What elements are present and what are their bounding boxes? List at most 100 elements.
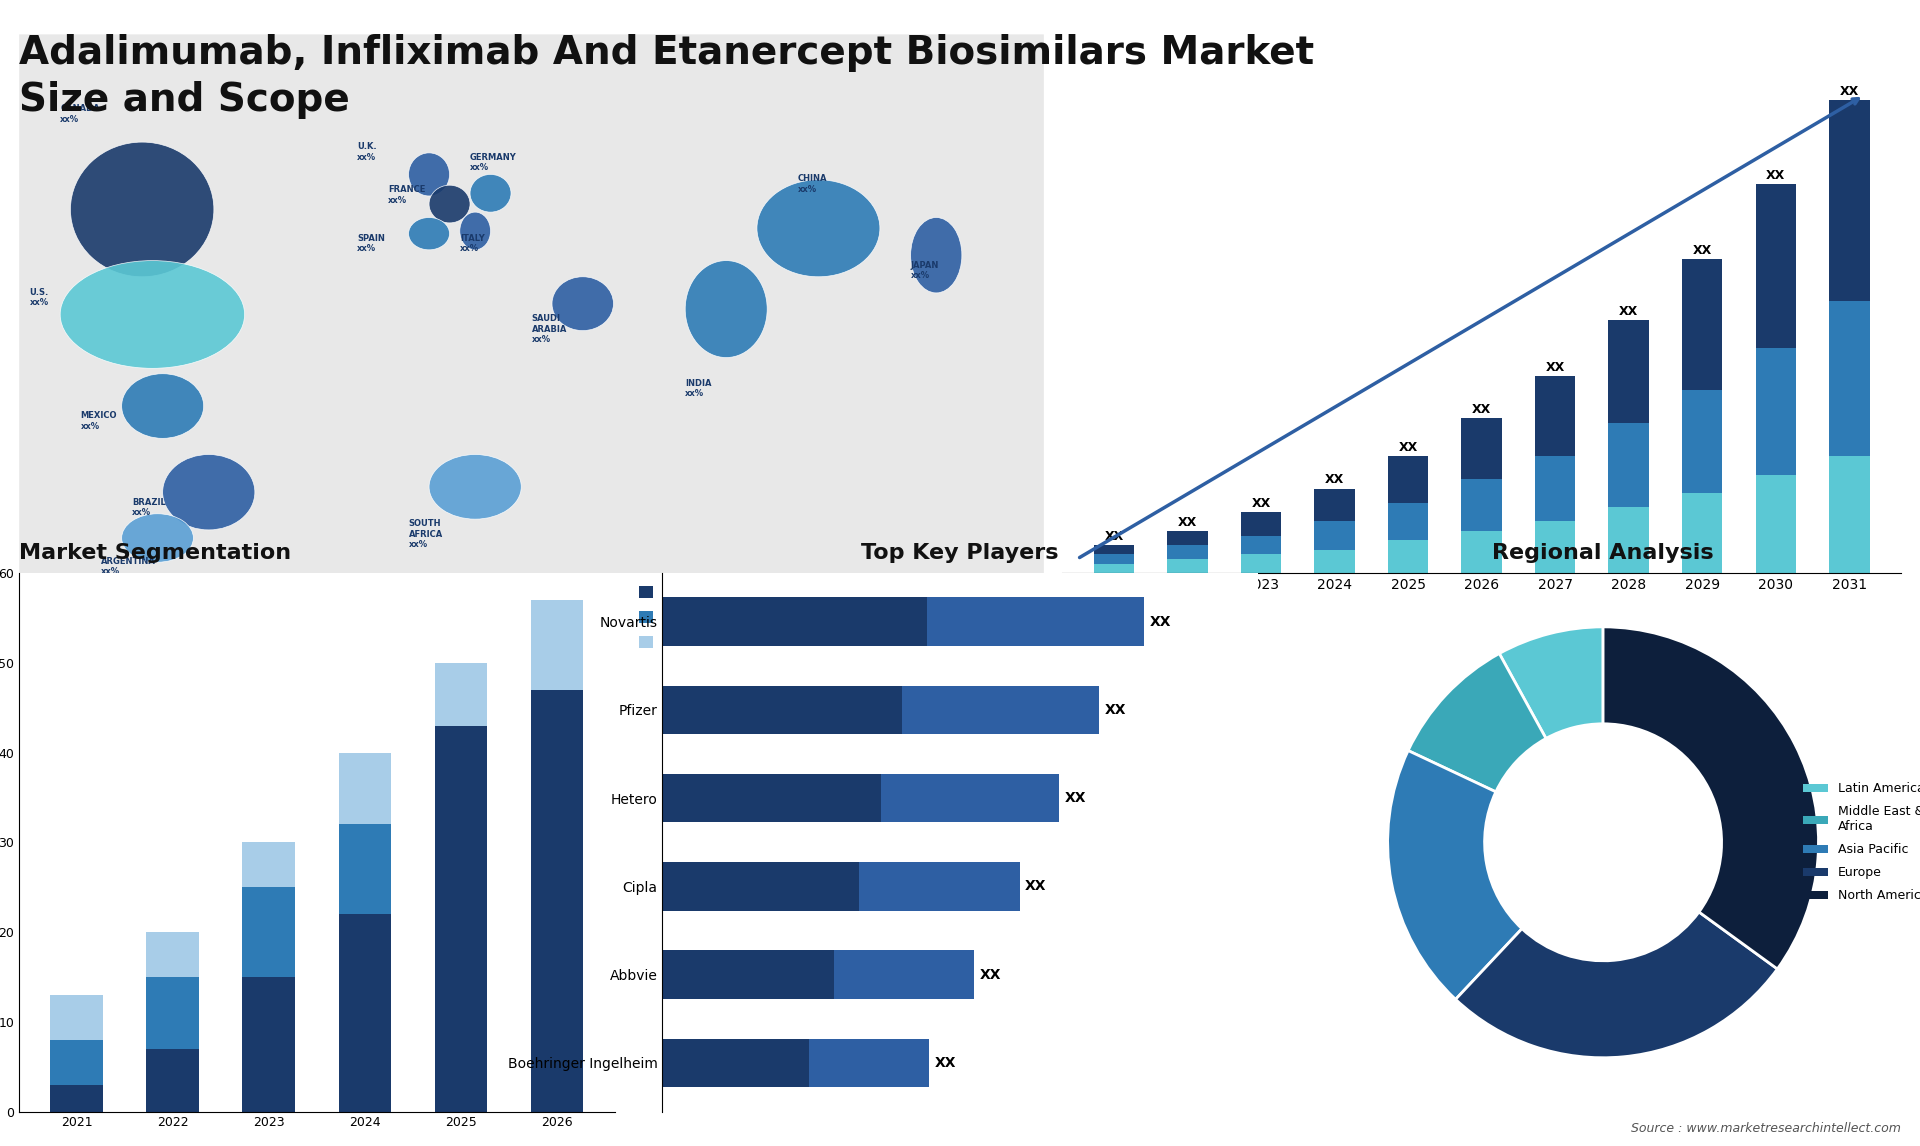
Bar	[50, 1039, 104, 1084]
Text: XX: XX	[1025, 879, 1046, 894]
Bar	[1240, 512, 1281, 535]
Bar	[530, 599, 584, 690]
Legend: Latin America, Middle East &
Africa, Asia Pacific, Europe, North America: Latin America, Middle East & Africa, Asi…	[1797, 777, 1920, 908]
Text: XX: XX	[1398, 440, 1417, 454]
Text: MEXICO
xx%: MEXICO xx%	[81, 411, 117, 431]
Text: XX: XX	[1104, 529, 1123, 542]
Bar	[1094, 555, 1135, 564]
Text: XX: XX	[1104, 702, 1127, 717]
Ellipse shape	[459, 212, 490, 250]
Text: XX: XX	[1766, 168, 1786, 182]
Bar	[1388, 456, 1428, 503]
Ellipse shape	[60, 260, 244, 368]
Bar	[1094, 564, 1135, 573]
Bar	[1240, 535, 1281, 555]
Bar	[1167, 559, 1208, 573]
Bar	[1240, 555, 1281, 573]
Bar	[242, 842, 296, 887]
Bar	[1609, 423, 1649, 508]
Bar	[808, 1038, 929, 1088]
Text: Market Segmentation: Market Segmentation	[19, 543, 292, 563]
Bar	[1315, 488, 1356, 521]
Text: FRANCE
xx%: FRANCE xx%	[388, 186, 426, 205]
Bar	[1534, 521, 1576, 573]
Text: ARGENTINA
xx%: ARGENTINA xx%	[102, 557, 156, 576]
Bar	[1388, 503, 1428, 540]
Ellipse shape	[163, 455, 255, 529]
Bar	[1609, 320, 1649, 423]
Text: U.K.
xx%: U.K. xx%	[357, 142, 376, 162]
Bar	[50, 1084, 104, 1112]
Bar	[1167, 544, 1208, 559]
Bar	[338, 753, 392, 824]
Bar	[1461, 531, 1501, 573]
Bar	[1830, 456, 1870, 573]
Text: XX: XX	[1150, 614, 1171, 629]
Text: XX: XX	[1619, 305, 1638, 317]
Title: Top Key Players: Top Key Players	[862, 543, 1058, 563]
Bar	[146, 932, 200, 976]
Bar	[1167, 531, 1208, 544]
Text: XX: XX	[1066, 791, 1087, 806]
Bar	[1830, 301, 1870, 456]
Text: JAPAN
xx%: JAPAN xx%	[910, 260, 939, 280]
Bar	[662, 597, 927, 646]
Bar	[662, 685, 902, 735]
Bar	[1755, 474, 1795, 573]
Bar	[1609, 508, 1649, 573]
Bar	[1682, 259, 1722, 391]
Bar	[434, 662, 488, 725]
Bar	[662, 950, 833, 999]
Bar	[662, 862, 858, 911]
Bar	[338, 915, 392, 1112]
Text: SOUTH
AFRICA
xx%: SOUTH AFRICA xx%	[409, 519, 444, 549]
Text: CANADA
xx%: CANADA xx%	[60, 104, 100, 124]
Text: XX: XX	[1177, 516, 1196, 528]
Text: BRAZIL
xx%: BRAZIL xx%	[132, 497, 165, 517]
Bar	[1388, 540, 1428, 573]
Text: XX: XX	[1693, 244, 1713, 257]
Text: XX: XX	[979, 967, 1002, 982]
Ellipse shape	[756, 180, 879, 277]
Ellipse shape	[553, 277, 614, 331]
Text: GERMANY
xx%: GERMANY xx%	[470, 152, 516, 172]
Bar	[146, 976, 200, 1049]
Bar	[1461, 418, 1501, 479]
Bar	[858, 862, 1020, 911]
Bar	[242, 976, 296, 1112]
Text: INDIA
xx%: INDIA xx%	[685, 379, 712, 399]
Ellipse shape	[121, 513, 194, 563]
Text: SAUDI
ARABIA
xx%: SAUDI ARABIA xx%	[532, 314, 566, 344]
Ellipse shape	[409, 218, 449, 250]
Ellipse shape	[428, 455, 520, 519]
Bar	[662, 774, 881, 823]
Wedge shape	[1455, 912, 1778, 1058]
Wedge shape	[1407, 653, 1546, 792]
Text: SPAIN
xx%: SPAIN xx%	[357, 234, 386, 253]
Bar	[1534, 456, 1576, 521]
Text: XX: XX	[1473, 403, 1492, 416]
Ellipse shape	[470, 174, 511, 212]
Ellipse shape	[910, 218, 962, 293]
Bar	[50, 995, 104, 1039]
Bar	[434, 725, 488, 1112]
Ellipse shape	[409, 152, 449, 196]
Bar	[1315, 521, 1356, 550]
Text: XX: XX	[1839, 85, 1859, 97]
Text: U.S.
xx%: U.S. xx%	[29, 288, 48, 307]
Bar	[1755, 348, 1795, 474]
Bar	[1830, 100, 1870, 301]
Wedge shape	[1388, 751, 1523, 999]
Bar	[927, 597, 1144, 646]
Text: XX: XX	[1546, 361, 1565, 374]
Bar	[146, 1049, 200, 1112]
Bar	[1315, 550, 1356, 573]
Bar	[833, 950, 973, 999]
Text: ITALY
xx%: ITALY xx%	[459, 234, 484, 253]
Ellipse shape	[71, 142, 213, 277]
Bar	[881, 774, 1060, 823]
Bar	[530, 690, 584, 1112]
Bar	[1094, 544, 1135, 555]
Bar	[1755, 185, 1795, 348]
Bar	[338, 824, 392, 915]
